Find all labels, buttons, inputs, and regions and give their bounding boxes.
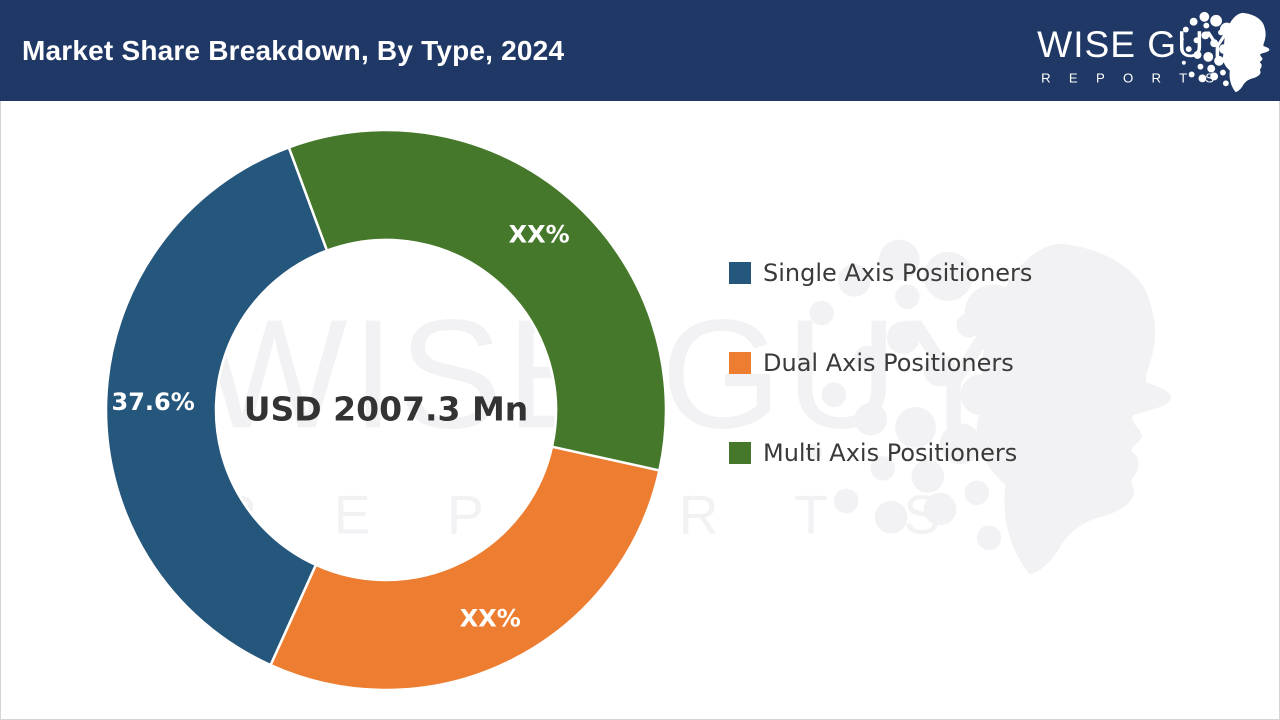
logo-text-wise-guy: WISE GUY: [1037, 22, 1231, 64]
legend-swatch-single-axis-icon: [729, 262, 751, 284]
chart-area: WISE GUY R E P O R T S 37.6%XX%XX% USD 2…: [0, 101, 1280, 720]
segment-percentage-label-0: 37.6%: [112, 388, 195, 416]
legend-swatch-dual-axis-icon: [729, 352, 751, 374]
legend-item-single-axis: Single Axis Positioners: [729, 251, 1032, 295]
legend-label-dual-axis: Dual Axis Positioners: [763, 349, 1014, 377]
donut-segment-1: [269, 445, 661, 692]
legend-swatch-multi-axis-icon: [729, 442, 751, 464]
legend-label-single-axis: Single Axis Positioners: [763, 259, 1033, 287]
segment-percentage-label-1: XX%: [460, 604, 521, 632]
wise-guy-reports-logo-icon: WISE GUY R E P O R T S: [1037, 11, 1270, 92]
donut-segment-0: [104, 146, 329, 667]
donut-chart: 37.6% XX% XX%: [104, 128, 668, 692]
segment-percentage-label-2: XX%: [509, 220, 570, 248]
logo-text-reports: R E P O R T S: [1041, 70, 1221, 85]
legend: Single Axis Positioners Dual Axis Positi…: [729, 251, 1032, 475]
header-bar: Market Share Breakdown, By Type, 2024: [0, 0, 1280, 101]
legend-label-multi-axis: Multi Axis Positioners: [763, 439, 1018, 467]
legend-item-dual-axis: Dual Axis Positioners: [729, 341, 1032, 385]
donut-center-value: USD 2007.3 Mn: [243, 389, 529, 429]
donut-segment-2: [287, 128, 668, 472]
legend-item-multi-axis: Multi Axis Positioners: [729, 431, 1032, 475]
page-title: Market Share Breakdown, By Type, 2024: [22, 34, 565, 66]
